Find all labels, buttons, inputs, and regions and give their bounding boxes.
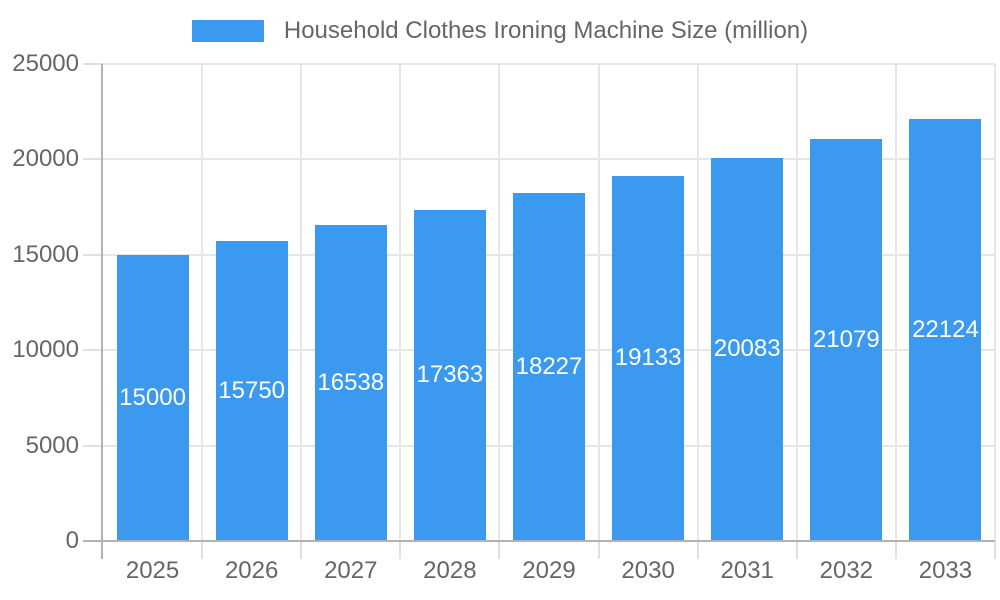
bar[interactable]: 18227 xyxy=(513,193,585,541)
x-gridline xyxy=(795,64,798,541)
bar-value-label: 16538 xyxy=(317,369,385,397)
x-gridline xyxy=(300,64,303,541)
x-tick xyxy=(597,541,600,559)
bar-value-label: 21079 xyxy=(812,325,880,353)
bar[interactable]: 20083 xyxy=(711,157,784,541)
y-axis-label: 5000 xyxy=(25,431,79,459)
legend-label: Household Clothes Ironing Machine Size (… xyxy=(283,17,809,44)
y-tick xyxy=(83,253,103,256)
bar[interactable]: 15000 xyxy=(116,254,189,541)
y-axis-label: 20000 xyxy=(12,145,79,173)
y-axis-label: 10000 xyxy=(12,336,79,364)
x-tick xyxy=(300,541,303,559)
x-axis-label: 2031 xyxy=(720,557,774,584)
x-axis-label: 2032 xyxy=(819,557,874,584)
y-tick xyxy=(83,158,103,161)
x-axis-line xyxy=(83,540,995,542)
x-gridline xyxy=(201,64,204,541)
bar-value-label: 20083 xyxy=(713,335,781,363)
bar-value-label: 18227 xyxy=(515,353,583,381)
plot-area: 15000 15750 16538 17363 18227 19133 20083 21079… xyxy=(103,63,996,541)
x-tick xyxy=(994,541,996,559)
x-tick xyxy=(795,541,798,559)
bar[interactable]: 21079 xyxy=(810,138,883,541)
x-gridline xyxy=(894,64,897,541)
legend[interactable]: Household Clothes Ironing Machine Size (… xyxy=(0,16,1000,46)
x-axis-label: 2026 xyxy=(224,557,279,584)
x-axis-label: 2025 xyxy=(125,557,180,584)
x-axis-label: 2029 xyxy=(522,557,576,584)
bar-value-label: 22124 xyxy=(912,315,979,343)
x-gridline xyxy=(399,64,402,541)
y-tick xyxy=(83,63,103,65)
x-tick xyxy=(399,541,402,559)
bar-value-label: 17363 xyxy=(416,361,484,389)
bar[interactable]: 19133 xyxy=(612,175,685,541)
y-tick xyxy=(83,444,103,447)
y-gridline xyxy=(103,158,995,161)
y-axis-label: 25000 xyxy=(12,50,79,77)
bar-value-label: 15000 xyxy=(119,383,186,411)
y-axis-line xyxy=(101,64,103,559)
x-axis-label: 2028 xyxy=(423,557,477,584)
y-axis-label: 15000 xyxy=(12,240,79,268)
x-tick xyxy=(201,541,204,559)
x-gridline xyxy=(696,64,699,541)
x-axis-label: 2027 xyxy=(324,557,378,584)
x-axis-label: 2033 xyxy=(918,557,973,584)
bar-value-label: 15750 xyxy=(218,376,286,404)
x-gridline xyxy=(597,64,600,541)
y-tick xyxy=(83,349,103,352)
bar-value-label: 19133 xyxy=(614,344,682,372)
y-gridline xyxy=(103,63,995,65)
legend-swatch-icon xyxy=(191,20,264,42)
bar[interactable]: 17363 xyxy=(413,209,486,541)
x-tick xyxy=(894,541,897,559)
x-gridline xyxy=(498,64,501,541)
y-axis-label: 0 xyxy=(65,527,79,554)
x-axis-label: 2030 xyxy=(621,557,675,584)
bar[interactable]: 16538 xyxy=(314,225,387,541)
bar[interactable]: 22124 xyxy=(909,118,982,541)
x-tick xyxy=(498,541,501,559)
bar[interactable]: 15750 xyxy=(215,240,288,541)
x-tick xyxy=(696,541,699,559)
x-gridline xyxy=(994,64,996,541)
